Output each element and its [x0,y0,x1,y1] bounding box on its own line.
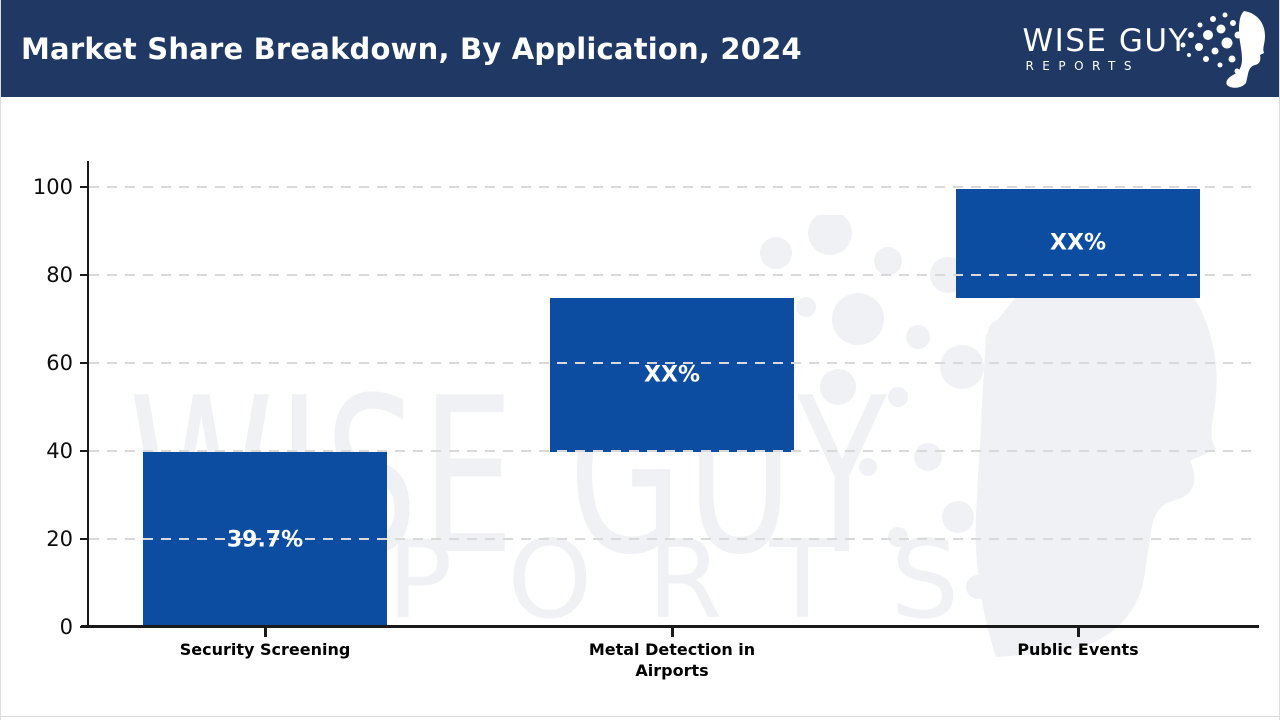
plot-area: 39.7% XX% XX% [89,163,1259,627]
y-tick-mark-20 [80,538,89,540]
logo-reports-text: REPORTS [1025,59,1140,74]
logo-dotted-face-icon [1180,11,1265,88]
header: Market Share Breakdown, By Application, … [1,0,1279,97]
bar-value-label-3: XX% [1050,230,1106,256]
logo-wiseguy-text: WISE GUY [1022,22,1189,59]
y-tick-mark-40 [80,450,89,452]
page-title: Market Share Breakdown, By Application, … [21,31,802,66]
bar-segment-2 [550,297,794,453]
y-tick-mark-60 [80,362,89,364]
bar-value-label-1: 39.7% [226,527,304,553]
x-tick-mark-2 [671,628,674,637]
y-tick-label-100: 100 [32,175,73,199]
gridline-80 [89,274,1259,276]
logo-text: WISE GUY REPORTS [1022,25,1189,74]
gridline-20 [89,538,1259,540]
y-tick-label-20: 20 [46,527,73,551]
y-tick-mark-100 [80,186,89,188]
wise-guy-reports-logo: WISE GUY REPORTS [1022,6,1267,92]
chart-canvas: WISE GUY REPORTS 39.7% XX% XX% 0 20 40 60 80 10… [1,97,1279,717]
y-tick-label-0: 0 [59,615,73,639]
gridline-60 [89,362,1259,364]
bar-value-label-2: XX% [644,362,700,388]
y-axis-line [87,161,89,627]
y-tick-label-60: 60 [46,351,73,375]
x-category-label-1: Security Screening [179,640,351,659]
watermark-dotted-face-graphic [760,215,1217,658]
bottom-border [1,716,1279,717]
y-tick-mark-80 [80,274,89,276]
y-tick-label-80: 80 [46,263,73,287]
x-tick-mark-3 [1077,628,1080,637]
x-axis-line [81,625,1259,628]
gridline-40 [89,450,1259,452]
x-tick-mark-1 [264,628,267,637]
gridline-100 [89,186,1259,188]
x-category-label-2: Metal Detection in Airports [588,640,756,680]
x-category-label-3: Public Events [1017,640,1139,659]
y-tick-mark-0 [80,626,89,628]
y-tick-label-40: 40 [46,439,73,463]
bar-segment-3 [956,188,1200,298]
